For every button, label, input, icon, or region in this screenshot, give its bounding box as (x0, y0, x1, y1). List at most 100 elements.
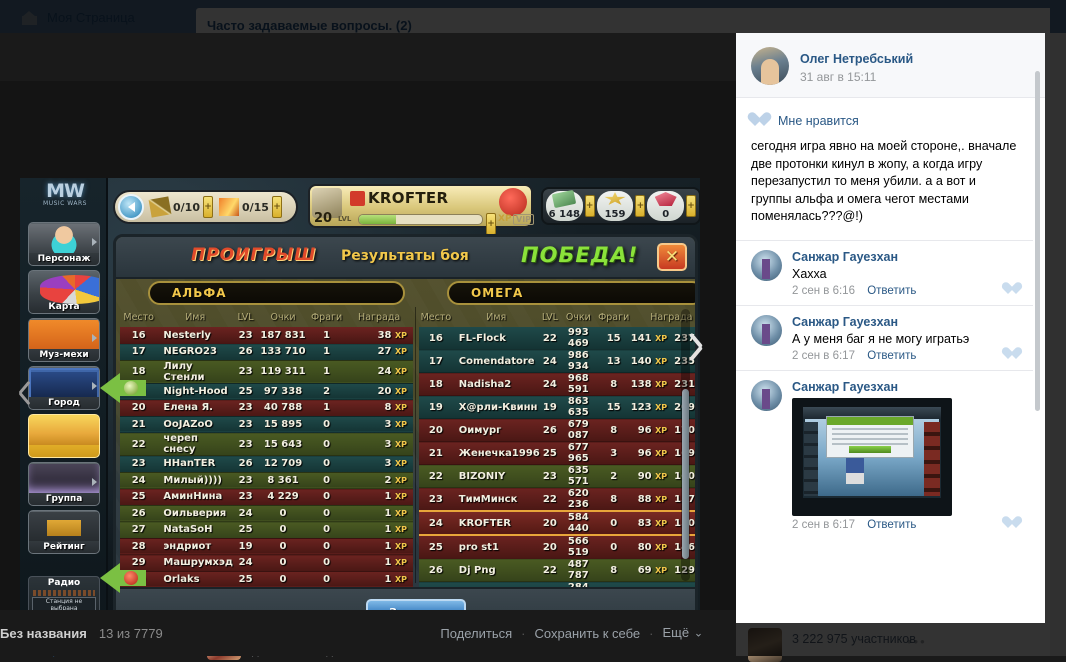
previous-photo-button[interactable] (0, 369, 44, 415)
coin-icon (697, 542, 698, 551)
cell-place: 23 (419, 488, 453, 512)
cell-frags: 8 (597, 488, 631, 512)
gem-value: 0 (662, 209, 669, 220)
add-cash-button[interactable]: + (585, 195, 595, 217)
game-logo: MW MUSIC WARS (30, 180, 100, 218)
reply-button[interactable]: Ответить (867, 519, 916, 531)
cell-name: череп снесу (157, 433, 233, 456)
comment-like-icon[interactable] (1004, 283, 1019, 296)
xp-label: XP (498, 214, 512, 224)
cell-place: 17 (120, 344, 157, 361)
comment-like-icon[interactable] (1004, 348, 1019, 361)
xp-label: XP (395, 525, 407, 534)
share-button[interactable]: Поделиться (440, 626, 512, 641)
cell-place: 26 (419, 559, 453, 582)
lose-banner: ПРОИГРЫШ (191, 245, 316, 265)
add-gem-button[interactable]: + (686, 195, 696, 217)
col-points: Очки (258, 309, 308, 327)
panel-scrollbar-thumb[interactable] (1035, 71, 1040, 411)
back-arrow-icon[interactable] (118, 194, 144, 220)
cell-frags: 0 (308, 416, 345, 433)
cell-award: 1 XP (345, 522, 413, 539)
avatar[interactable] (751, 380, 782, 411)
avatar[interactable] (751, 47, 789, 85)
post-author-name[interactable]: Олег Нетребський (800, 52, 913, 66)
comment-like-icon[interactable] (1004, 517, 1019, 530)
sidebar-item-map[interactable]: Карта (28, 270, 100, 314)
like-row[interactable]: Мне нравится (736, 99, 1033, 130)
next-photo-button[interactable] (675, 321, 719, 367)
avatar[interactable] (751, 250, 782, 281)
currency-cash[interactable]: 6 148 (546, 191, 583, 221)
cell-award: 1 XP (345, 555, 413, 572)
col-frags: Фраги (597, 309, 631, 327)
hud-player-panel: KROFTER 20 LVL + XP VIP (308, 184, 533, 228)
team-omega: ОМЕГА Место Имя LVL Очки Фраги Награда 1… (419, 281, 698, 585)
cell-frags: 8 (597, 419, 631, 442)
sidebar-item-rating[interactable]: Рейтинг (28, 510, 100, 554)
photo-info-bar: Без названия 13 из 7779 Поделиться · Сох… (0, 610, 736, 656)
sword-energy-value: 0/10 (173, 201, 200, 214)
cell-lvl: 24 (540, 350, 560, 373)
currency-star[interactable]: 159 (597, 191, 634, 221)
sidebar-item-group[interactable]: Группа (28, 462, 100, 506)
cash-value: 6 148 (549, 209, 580, 220)
reply-button[interactable]: Ответить (867, 350, 916, 362)
sidebar-item-car[interactable] (28, 414, 100, 458)
reply-button[interactable]: Ответить (867, 285, 916, 297)
cell-points: 566 519 (560, 535, 597, 559)
add-star-button[interactable]: + (635, 195, 645, 217)
more-label: Ещё (662, 625, 689, 640)
cell-award: 1 XP (345, 538, 413, 555)
cell-frags: 8 (597, 559, 631, 582)
cell-frags: 0 (308, 538, 345, 555)
col-name: Имя (157, 309, 233, 327)
add-xp-button[interactable]: + (486, 213, 496, 235)
results-scrollbar-thumb[interactable] (682, 389, 689, 559)
coin-icon (697, 588, 698, 597)
xp-label: XP (395, 476, 407, 485)
xp-label: XP (395, 347, 407, 356)
like-label: Мне нравится (778, 114, 859, 128)
add-sword-energy-button[interactable]: + (203, 196, 213, 218)
hud-energy-bar: 0/10 + 0/15 + (113, 190, 298, 224)
comment-attached-photo[interactable] (792, 398, 952, 516)
sidebar-item-character[interactable]: Персонаж (28, 222, 100, 266)
vip-badge[interactable]: VIP (513, 214, 534, 225)
currency-gem[interactable]: 0 (647, 191, 684, 221)
cell-frags: 2 (308, 383, 345, 400)
close-x-icon[interactable]: ✕ (657, 243, 687, 271)
sidebar-item-mechs[interactable]: Муз-мехи (28, 318, 100, 362)
heart-icon (751, 113, 768, 128)
save-to-self-button[interactable]: Сохранить к себе (535, 626, 641, 641)
xp-label: XP (655, 543, 667, 552)
close-button[interactable]: Закрыть (366, 599, 466, 610)
avatar[interactable] (751, 315, 782, 346)
game-logo-text: MUSIC WARS (30, 200, 100, 207)
comment-author[interactable]: Санжар Гауезхан (792, 380, 1018, 394)
table-header-row: Место Имя LVL Очки Фраги Награда (419, 309, 698, 327)
team-omega-name-pill: ОМЕГА (447, 281, 698, 305)
add-bolt-energy-button[interactable]: + (272, 196, 282, 218)
cell-points: 863 635 (560, 396, 597, 419)
table-header-row: Место Имя LVL Очки Фраги Награда (120, 309, 413, 327)
cell-award: 24 XP (345, 360, 413, 383)
cell-place: 23 (120, 456, 157, 473)
more-button[interactable]: Ещё⌄ (662, 625, 704, 641)
comment-time: 2 сен в 6:17 (792, 350, 855, 362)
cell-lvl: 25 (233, 522, 258, 539)
star-icon (604, 192, 626, 206)
photo-inner-dialog (826, 416, 914, 458)
comment-author[interactable]: Санжар Гауезхан (792, 250, 1018, 264)
comment-author[interactable]: Санжар Гауезхан (792, 315, 1018, 329)
cell-name: Orlaks (157, 571, 233, 588)
cell-award: 1 XP (345, 505, 413, 522)
cell-frags: 15 (597, 327, 631, 350)
cell-place: 22 (120, 433, 157, 456)
cash-icon (552, 190, 576, 208)
